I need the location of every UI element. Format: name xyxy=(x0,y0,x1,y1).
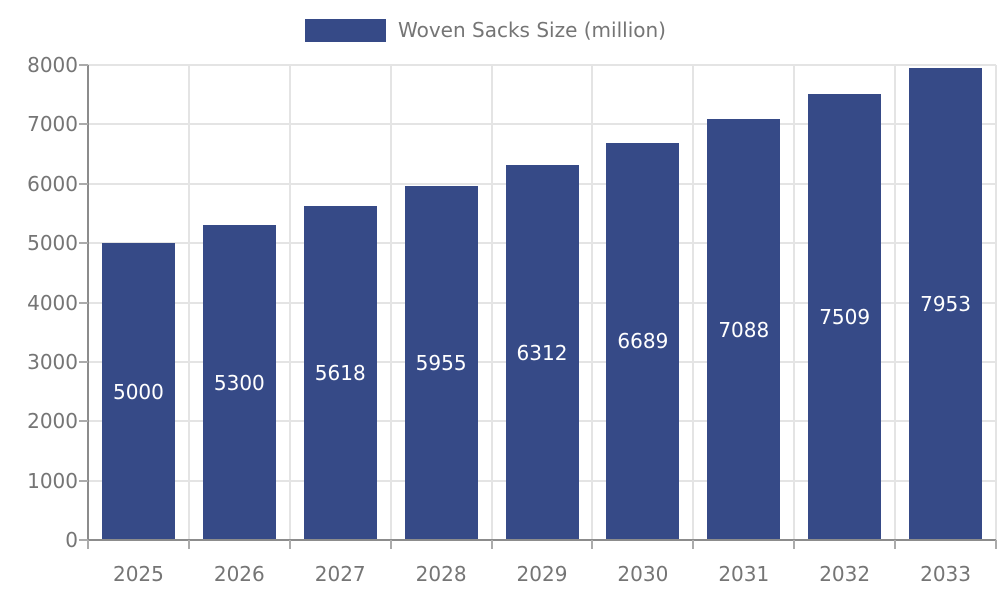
bar-value-label: 7088 xyxy=(718,317,770,342)
legend-label: Woven Sacks Size (million) xyxy=(398,18,666,42)
x-tick-5 xyxy=(591,540,594,549)
gridline-v-4 xyxy=(490,65,493,540)
x-tick-1 xyxy=(187,540,190,549)
bar-value-label: 7509 xyxy=(819,305,871,330)
x-tick-9 xyxy=(995,540,997,549)
x-tick-label-2031: 2031 xyxy=(718,562,770,586)
x-tick-label-2025: 2025 xyxy=(112,562,164,586)
gridline-v-1 xyxy=(187,65,190,540)
x-tick-label-2032: 2032 xyxy=(819,562,871,586)
y-tick-label-2000: 2000 xyxy=(27,409,78,434)
bar-value-label: 6312 xyxy=(516,340,568,365)
gridline-v-8 xyxy=(894,65,897,540)
x-tick-2 xyxy=(288,540,291,549)
bar-2026: 5300 xyxy=(202,225,276,540)
y-tick-2000 xyxy=(79,420,88,423)
bar-value-label: 5618 xyxy=(314,361,366,386)
gridline-h-7000 xyxy=(88,123,996,126)
y-tick-label-4000: 4000 xyxy=(27,290,78,315)
gridline-v-9 xyxy=(995,65,997,540)
x-tick-label-2033: 2033 xyxy=(920,562,971,586)
y-tick-label-8000: 8000 xyxy=(27,53,78,77)
bar-2028: 5955 xyxy=(404,186,478,540)
y-tick-6000 xyxy=(79,182,88,185)
gridline-v-6 xyxy=(692,65,695,540)
bar-value-label: 5300 xyxy=(213,370,265,395)
bar-2025: 5000 xyxy=(101,243,175,540)
x-tick-label-2026: 2026 xyxy=(213,562,265,586)
y-tick-5000 xyxy=(79,242,88,245)
x-tick-6 xyxy=(692,540,695,549)
gridline-v-3 xyxy=(389,65,392,540)
y-tick-label-1000: 1000 xyxy=(27,468,78,493)
y-tick-4000 xyxy=(79,301,88,304)
y-tick-label-6000: 6000 xyxy=(27,171,78,196)
gridline-v-7 xyxy=(793,65,796,540)
bar-value-label: 6689 xyxy=(617,329,669,354)
y-tick-8000 xyxy=(79,64,88,66)
y-tick-label-7000: 7000 xyxy=(27,112,78,137)
x-tick-label-2030: 2030 xyxy=(617,562,669,586)
x-tick-label-2029: 2029 xyxy=(516,562,568,586)
x-axis-baseline xyxy=(79,539,996,541)
bar-2030: 6689 xyxy=(606,142,680,540)
x-tick-4 xyxy=(490,540,493,549)
bar-2031: 7088 xyxy=(707,119,781,540)
bar-value-label: 5955 xyxy=(415,351,467,376)
legend: Woven Sacks Size (million) xyxy=(305,18,666,42)
y-tick-label-0: 0 xyxy=(65,528,78,552)
y-tick-7000 xyxy=(79,123,88,126)
x-tick-3 xyxy=(389,540,392,549)
y-axis-line xyxy=(87,65,89,549)
gridline-v-2 xyxy=(288,65,291,540)
gridline-h-8000 xyxy=(88,64,996,66)
x-tick-7 xyxy=(793,540,796,549)
bar-2027: 5618 xyxy=(303,206,377,540)
y-tick-0 xyxy=(79,539,88,541)
y-tick-label-5000: 5000 xyxy=(27,231,78,256)
x-tick-8 xyxy=(894,540,897,549)
x-tick-0 xyxy=(87,540,89,549)
x-tick-label-2028: 2028 xyxy=(415,562,467,586)
gridline-v-5 xyxy=(591,65,594,540)
legend-swatch xyxy=(305,18,386,42)
bar-2033: 7953 xyxy=(909,67,983,540)
y-tick-3000 xyxy=(79,360,88,363)
y-tick-1000 xyxy=(79,479,88,482)
bar-2029: 6312 xyxy=(505,165,579,540)
x-tick-label-2027: 2027 xyxy=(314,562,366,586)
bar-value-label: 7953 xyxy=(920,291,971,316)
y-tick-label-3000: 3000 xyxy=(27,349,78,374)
bar-2032: 7509 xyxy=(808,94,882,540)
bar-value-label: 5000 xyxy=(112,379,164,404)
